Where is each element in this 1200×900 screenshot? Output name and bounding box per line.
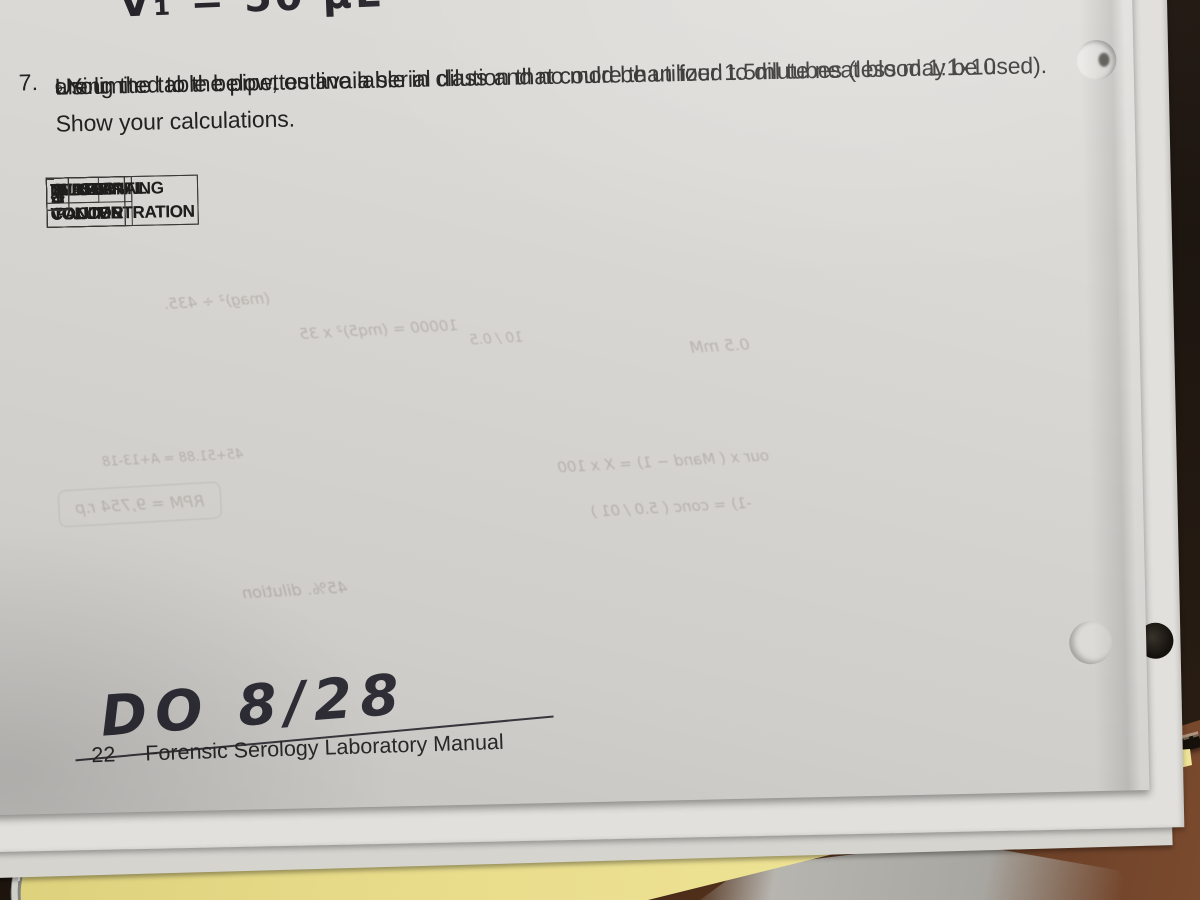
bleedthrough-mark: RPM = 9,754 r.p <box>57 481 223 528</box>
bleedthrough-mark: -1) = conc ( 5.0 / 01 ) <box>589 493 753 521</box>
bleedthrough-mark: (mag)² ÷ 435. <box>163 289 271 314</box>
bleedthrough-mark: 45%. dilution <box>241 577 348 603</box>
bleedthrough-mark: our x ( Mand − 1) = X x 100 <box>556 446 770 477</box>
handwritten-note-top: V₁ = 50 µL <box>118 0 384 27</box>
worksheet-page: V₁ = 50 µL 7. Using the table below, out… <box>0 0 1150 816</box>
punched-hole <box>1068 620 1113 665</box>
bleedthrough-mark: 0.5 mM <box>689 334 751 357</box>
empty-cell <box>45 177 54 180</box>
tube-number: 4 <box>45 177 70 211</box>
question-line-1: Using the table below, outline a serial … <box>54 47 1064 100</box>
question-text: Using the table below, outline a serial … <box>54 47 1065 143</box>
bleedthrough-mark: 45+51.88 = A+13-18 <box>101 447 244 471</box>
dilution-table: TUBE DILUTION DILUTION FACTOR STARTING C… <box>45 156 1061 228</box>
hole-shadow <box>1098 52 1110 67</box>
bleedthrough-mark: 10 / 0.5 <box>469 329 524 349</box>
punched-hole <box>1076 39 1117 81</box>
bleedthrough-mark: 10000 = (mq5)² x 35 <box>298 316 459 344</box>
page-number: 22 <box>91 742 116 768</box>
question-number: 7. <box>18 69 39 96</box>
